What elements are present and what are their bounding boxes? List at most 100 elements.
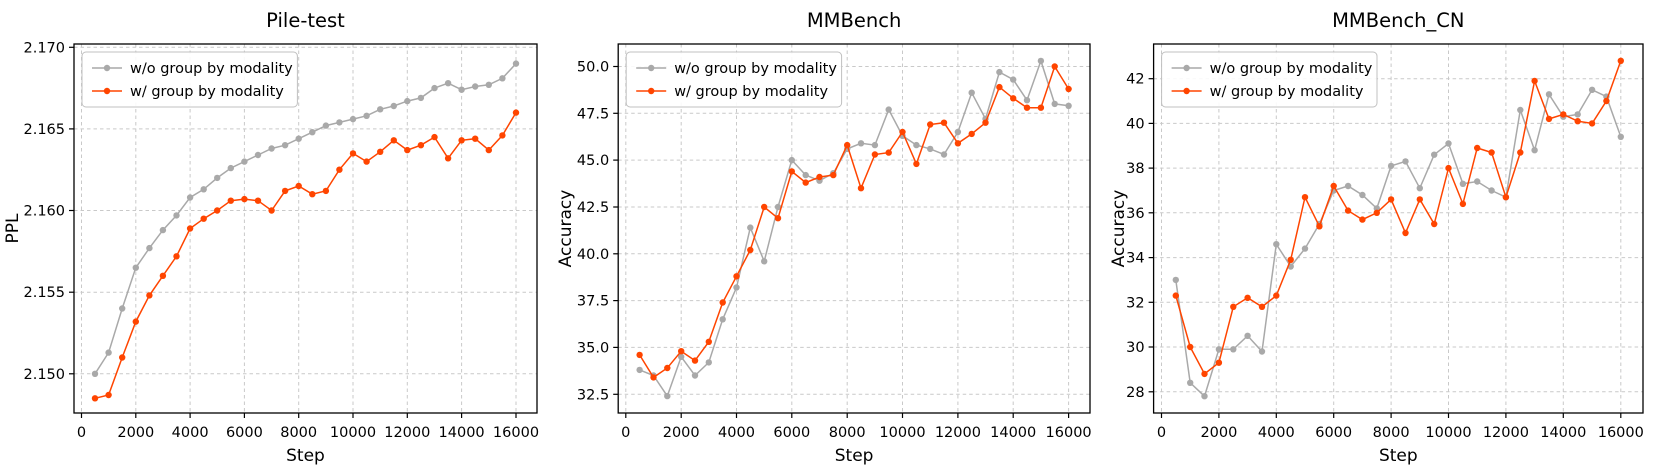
series-marker	[996, 83, 1003, 91]
y-tick-label: 47.5	[577, 106, 609, 122]
series-marker	[200, 186, 207, 193]
series-marker	[719, 316, 726, 323]
series-marker	[132, 318, 139, 325]
y-tick-label: 32.5	[577, 387, 609, 403]
series-marker	[1517, 149, 1524, 156]
series-marker	[309, 129, 316, 136]
series-marker	[173, 212, 180, 219]
series-marker	[927, 145, 934, 153]
y-axis-label: Accuracy	[556, 190, 576, 268]
series-marker	[1545, 115, 1553, 123]
series-marker	[1402, 229, 1409, 237]
series-marker	[954, 128, 962, 136]
series-marker	[774, 203, 782, 211]
series-marker	[1023, 97, 1031, 104]
x-tick-label: 0	[77, 425, 86, 441]
series-marker	[1244, 332, 1251, 339]
x-tick-label: 4000	[1258, 425, 1295, 441]
series-marker	[1037, 104, 1045, 111]
series-marker	[1402, 158, 1409, 165]
series-marker	[390, 102, 397, 110]
x-tick-label: 0	[621, 425, 630, 441]
x-tick-label: 2000	[1200, 425, 1237, 441]
x-tick-label: 14000	[990, 425, 1036, 441]
legend-sample-marker	[1183, 87, 1190, 95]
series-marker	[747, 224, 754, 231]
series-line	[94, 63, 517, 375]
series-marker	[1201, 393, 1208, 400]
series-marker	[1172, 292, 1179, 299]
y-tick-label: 38	[1126, 161, 1144, 177]
y-tick-label: 40	[1126, 116, 1144, 132]
series-marker	[747, 246, 754, 254]
series-marker	[774, 215, 782, 222]
series-marker	[1459, 200, 1467, 208]
series-marker	[485, 146, 492, 154]
series-marker	[650, 374, 657, 381]
series-marker	[1574, 111, 1581, 118]
series-marker	[1230, 346, 1237, 353]
series-marker	[417, 142, 425, 149]
series-line	[1175, 88, 1622, 398]
series-marker	[1445, 164, 1452, 172]
y-tick-label: 50.0	[577, 60, 609, 76]
series-marker	[1330, 182, 1337, 190]
series-marker	[336, 166, 343, 173]
series-marker	[871, 151, 879, 158]
series-marker	[705, 359, 712, 366]
series-marker	[119, 354, 126, 361]
legend-sample-marker	[103, 87, 111, 95]
series-marker	[691, 372, 699, 379]
y-tick-label: 2.155	[23, 285, 65, 301]
y-tick-label: 34	[1126, 251, 1144, 267]
series-marker	[678, 348, 685, 355]
y-tick-label: 2.150	[23, 367, 65, 383]
series-marker	[1230, 303, 1237, 310]
series-marker	[913, 160, 920, 168]
series-marker	[1387, 196, 1395, 203]
series-marker	[982, 119, 989, 126]
series-marker	[1023, 104, 1031, 111]
series-marker	[885, 106, 892, 113]
x-tick-label: 8000	[280, 425, 317, 441]
x-tick-label: 8000	[1373, 425, 1410, 441]
series-marker	[733, 284, 740, 291]
series-marker	[1215, 359, 1223, 366]
series-marker	[499, 75, 506, 82]
series-marker	[830, 171, 837, 179]
series-marker	[1603, 97, 1610, 105]
series-marker	[472, 135, 479, 142]
series-marker	[1531, 77, 1538, 85]
series-marker	[1531, 147, 1538, 154]
series-marker	[377, 106, 384, 113]
series-marker	[816, 173, 823, 181]
y-tick-label: 28	[1126, 385, 1144, 401]
series-marker	[1459, 180, 1467, 187]
series-line	[94, 112, 517, 400]
x-tick-label: 12000	[935, 425, 981, 441]
y-tick-label: 40.0	[577, 247, 609, 263]
series-marker	[1373, 209, 1380, 216]
series-marker	[1588, 120, 1596, 127]
series-marker	[733, 273, 740, 280]
series-marker	[1287, 256, 1294, 263]
series-marker	[132, 264, 139, 271]
series-marker	[472, 83, 479, 90]
series-marker	[871, 141, 879, 149]
series-marker	[309, 191, 316, 198]
series-marker	[664, 392, 671, 400]
series-marker	[1258, 348, 1266, 355]
series-marker	[1037, 57, 1045, 65]
series-marker	[241, 195, 248, 203]
series-marker	[1051, 100, 1058, 108]
series-marker	[1187, 343, 1194, 351]
axes-frame	[1152, 43, 1644, 414]
series-marker	[119, 305, 126, 312]
series-line	[638, 64, 1070, 379]
chart-title: MMBench_CN	[1332, 9, 1464, 32]
x-tick-label: 12000	[1483, 425, 1529, 441]
series-marker	[1387, 162, 1395, 170]
x-tick-label: 6000	[1315, 425, 1352, 441]
chart-title: MMBench	[807, 9, 901, 32]
chart-panel-mmbench-cn: 0 2000 4000 6000 8000 10000 12000 14000 16000 28 3…	[1106, 0, 1659, 475]
